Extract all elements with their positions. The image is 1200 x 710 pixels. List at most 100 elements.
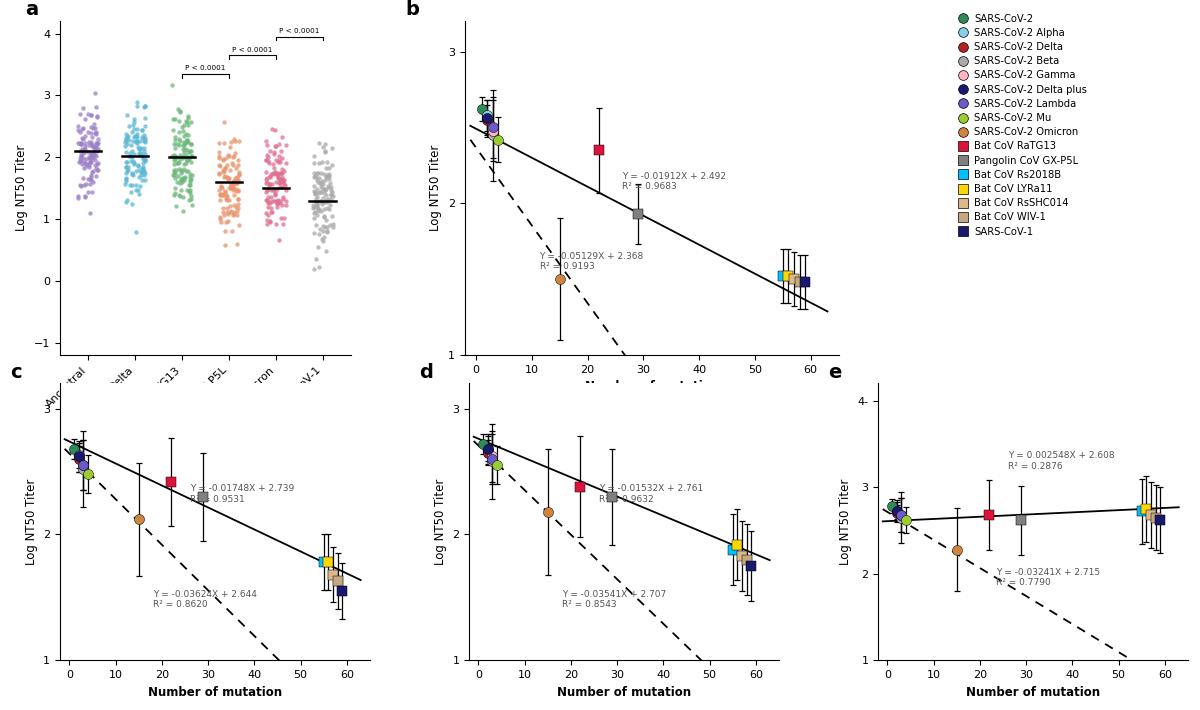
Point (178, 184, 197, 195)
Point (216, 217, 235, 228)
Point (122, 180, 142, 191)
Point (215, 185, 234, 197)
Point (257, 172, 276, 183)
Point (223, 175, 242, 187)
Point (127, 131, 146, 143)
Y-axis label: Log NT50 Titer: Log NT50 Titer (430, 145, 443, 231)
Point (317, 202, 336, 214)
Point (136, 112, 155, 124)
Point (118, 132, 137, 143)
Point (217, 195, 236, 206)
Point (887, 505, 906, 516)
Point (85, 150, 104, 161)
Point (312, 234, 331, 245)
Point (228, 198, 247, 209)
Point (258, 201, 277, 212)
Point (308, 187, 328, 199)
Point (306, 188, 325, 200)
Point (83, 148, 102, 160)
Point (223, 157, 242, 168)
Point (892, 509, 911, 520)
Point (76, 130, 95, 141)
Point (263, 207, 282, 218)
Point (130, 149, 149, 160)
Point (317, 171, 336, 182)
Point (306, 196, 325, 207)
Point (84, 141, 103, 153)
Point (174, 175, 193, 186)
Point (71, 155, 90, 167)
Point (215, 186, 234, 197)
Point (73, 102, 92, 114)
Point (272, 163, 292, 175)
Point (314, 203, 334, 214)
Point (68, 190, 88, 202)
Point (121, 150, 140, 161)
Point (306, 219, 325, 231)
Point (86, 163, 106, 174)
Point (84, 123, 103, 134)
Point (305, 263, 324, 274)
Point (173, 139, 192, 151)
Legend: SARS-CoV-2, SARS-CoV-2 Alpha, SARS-CoV-2 Delta, SARS-CoV-2 Beta, SARS-CoV-2 Gamm: SARS-CoV-2, SARS-CoV-2 Alpha, SARS-CoV-2… (953, 10, 1091, 241)
Point (304, 200, 323, 211)
Text: Y = 0.002548X + 2.608
R² = 0.2876: Y = 0.002548X + 2.608 R² = 0.2876 (1008, 452, 1115, 471)
Point (262, 202, 281, 214)
Point (125, 148, 144, 160)
Point (214, 155, 233, 166)
Point (115, 140, 134, 151)
Point (168, 170, 187, 182)
Point (133, 158, 152, 169)
Point (85, 160, 104, 171)
Point (270, 156, 289, 168)
Point (174, 140, 193, 151)
Point (316, 197, 335, 208)
Point (181, 151, 200, 162)
Point (133, 133, 152, 144)
Point (125, 158, 144, 170)
Point (211, 217, 230, 228)
Point (224, 189, 244, 200)
Point (181, 191, 200, 202)
Point (263, 178, 282, 190)
Point (178, 154, 197, 165)
Point (947, 544, 966, 555)
Point (85, 144, 104, 155)
Point (319, 163, 338, 174)
Point (1146, 512, 1165, 523)
Point (316, 146, 335, 157)
Point (263, 195, 282, 207)
Point (308, 168, 328, 179)
Point (310, 195, 329, 207)
Point (166, 172, 185, 183)
Point (76, 153, 95, 165)
Point (223, 152, 242, 163)
Point (119, 131, 138, 142)
Point (118, 156, 137, 168)
Text: P < 0.0001: P < 0.0001 (232, 47, 272, 53)
Point (570, 481, 589, 492)
Point (85, 155, 104, 166)
Point (169, 163, 188, 175)
Point (130, 143, 149, 155)
Y-axis label: Log NT50 Titer: Log NT50 Titer (24, 479, 37, 565)
Point (182, 150, 202, 161)
Point (216, 162, 235, 173)
Point (125, 116, 144, 128)
Point (71, 137, 90, 148)
Point (310, 173, 329, 184)
Point (136, 154, 155, 165)
Point (164, 143, 184, 154)
Point (307, 175, 326, 186)
Point (314, 192, 334, 203)
Point (212, 182, 232, 194)
Point (215, 165, 234, 177)
Point (310, 178, 329, 189)
Point (127, 100, 146, 111)
Point (173, 206, 192, 217)
Point (125, 131, 144, 143)
Point (222, 136, 241, 148)
Point (176, 129, 196, 140)
Point (223, 177, 242, 188)
Point (116, 134, 136, 146)
